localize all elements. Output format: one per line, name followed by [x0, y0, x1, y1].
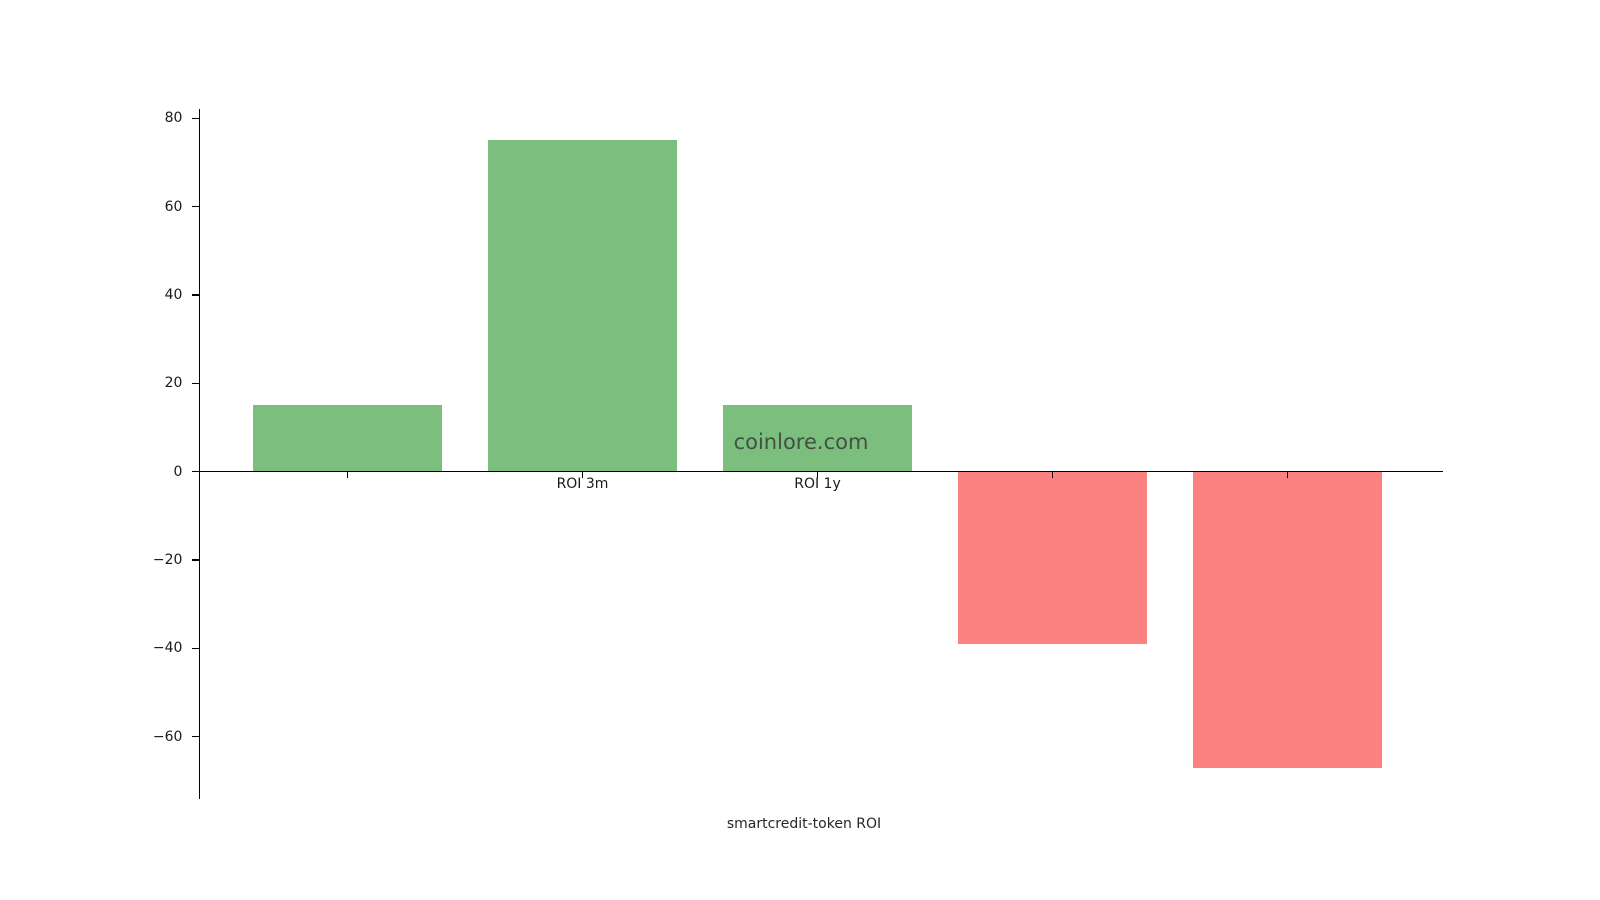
bar: [1193, 471, 1382, 768]
y-axis-line: [198, 109, 201, 799]
y-tick-mark: [192, 736, 200, 738]
y-tick-label: 0: [173, 463, 183, 480]
bar: [723, 405, 912, 472]
x-tick-label: ROI 1y: [794, 475, 841, 492]
y-tick-label: 60: [164, 198, 183, 215]
y-tick-mark: [192, 206, 200, 208]
x-tick-mark: [816, 471, 819, 478]
x-axis-line: [197, 471, 1443, 473]
y-tick-mark: [192, 559, 200, 561]
chart-title: smartcredit-token ROI: [726, 816, 882, 832]
bar: [488, 140, 677, 472]
x-tick-mark: [1051, 471, 1054, 478]
x-tick-label: ROI 3m: [556, 475, 609, 492]
x-tick-mark: [581, 471, 584, 478]
bar: [253, 405, 442, 472]
y-tick-label: −40: [152, 640, 183, 657]
y-tick-mark: [192, 647, 200, 649]
y-tick-mark: [192, 382, 200, 384]
y-tick-mark: [192, 294, 200, 296]
watermark-text: coinlore.com: [733, 430, 869, 454]
x-tick-mark: [1286, 471, 1289, 478]
y-tick-mark: [192, 117, 200, 119]
y-tick-label: 20: [164, 375, 183, 392]
x-tick-mark: [346, 471, 349, 478]
y-tick-label: 40: [164, 287, 183, 303]
y-tick-label: 80: [164, 110, 183, 127]
y-tick-mark: [192, 471, 200, 473]
y-tick-label: −60: [152, 728, 183, 745]
y-tick-label: −20: [152, 552, 183, 569]
bar: [958, 471, 1147, 644]
